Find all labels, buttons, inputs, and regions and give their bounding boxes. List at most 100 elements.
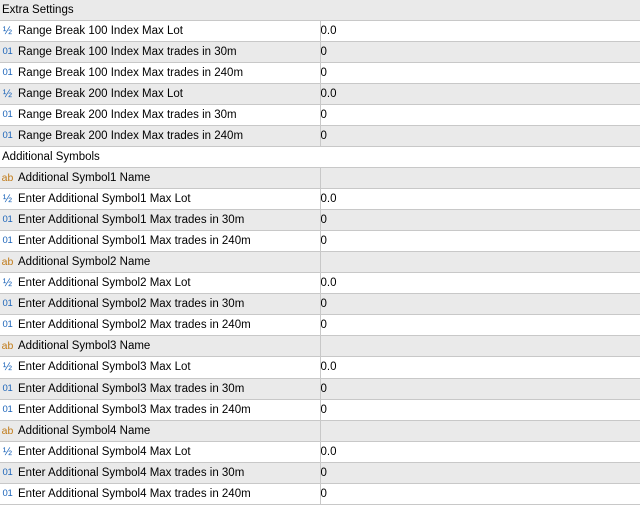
half-fraction-icon: ½ (2, 25, 13, 37)
setting-value-cell[interactable]: 0.0 (320, 356, 640, 379)
setting-value-cell[interactable] (320, 167, 640, 190)
setting-value-cell[interactable] (320, 335, 640, 358)
setting-row[interactable]: 01 Enter Additional Symbol1 Max trades in… (0, 209, 640, 232)
setting-name-cell: ½ Enter Additional Symbol1 Max Lot (0, 188, 321, 211)
section-header-row: Additional Symbols (0, 146, 640, 169)
setting-name-cell: 01 Enter Additional Symbol1 Max trades in… (0, 230, 321, 253)
setting-value[interactable]: 0 (320, 298, 327, 311)
setting-row[interactable]: 01 Range Break 100 Index Max trades in 24… (0, 62, 640, 85)
setting-row[interactable]: ab Additional Symbol4 Name (0, 420, 640, 442)
setting-row[interactable]: ½ Range Break 200 Index Max Lot 0.0 (0, 83, 640, 106)
setting-row[interactable]: 01 Range Break 200 Index Max trades in 24… (0, 125, 640, 148)
setting-value-cell[interactable] (320, 251, 640, 274)
setting-name-cell: 01 Range Break 100 Index Max trades in 30… (0, 41, 321, 64)
setting-label: Range Break 100 Index Max trades in 30m (18, 46, 237, 59)
zero-one-integer-icon: 01 (2, 67, 13, 79)
zero-one-integer-icon: 01 (2, 466, 13, 478)
setting-value-cell[interactable]: 0 (320, 378, 640, 400)
section-header-cell: Extra Settings (0, 0, 640, 21)
zero-one-integer-icon: 01 (2, 109, 13, 121)
setting-row[interactable]: 01 Enter Additional Symbol3 Max trades in… (0, 378, 640, 400)
setting-value-cell[interactable]: 0 (320, 62, 640, 85)
setting-value[interactable]: 0.0 (320, 445, 337, 458)
setting-label: Enter Additional Symbol3 Max trades in 2… (18, 403, 251, 416)
setting-value[interactable]: 0 (320, 130, 327, 143)
setting-label: Range Break 200 Index Max trades in 240m (18, 130, 244, 143)
setting-row[interactable]: ab Additional Symbol2 Name (0, 251, 640, 274)
setting-name-cell: ab Additional Symbol2 Name (0, 251, 321, 274)
setting-label: Range Break 100 Index Max Lot (18, 25, 183, 37)
setting-row[interactable]: 01 Enter Additional Symbol2 Max trades in… (0, 293, 640, 316)
setting-name-cell: 01 Enter Additional Symbol1 Max trades in… (0, 209, 321, 232)
setting-value-cell[interactable]: 0.0 (320, 20, 640, 43)
setting-row[interactable]: 01 Range Break 100 Index Max trades in 30… (0, 41, 640, 64)
setting-value[interactable]: 0 (320, 109, 327, 122)
setting-value-cell[interactable]: 0.0 (320, 272, 640, 295)
setting-value-cell[interactable] (320, 420, 640, 442)
setting-row[interactable]: ½ Enter Additional Symbol1 Max Lot 0.0 (0, 188, 640, 211)
setting-value-cell[interactable]: 0 (320, 104, 640, 127)
setting-row[interactable]: 01 Range Break 200 Index Max trades in 30… (0, 104, 640, 127)
setting-value-cell[interactable]: 0.0 (320, 188, 640, 211)
setting-label: Enter Additional Symbol2 Max trades in 3… (18, 298, 245, 311)
setting-value[interactable]: 0.0 (320, 361, 337, 374)
setting-value-cell[interactable]: 0 (320, 209, 640, 232)
zero-one-integer-icon: 01 (2, 382, 13, 394)
setting-label: Enter Additional Symbol4 Max trades in 2… (18, 487, 251, 500)
setting-value[interactable]: 0 (320, 382, 327, 395)
ab-string-icon: ab (1, 172, 14, 185)
setting-value-cell[interactable]: 0.0 (320, 83, 640, 106)
section-header-label: Additional Symbols (2, 151, 100, 164)
setting-row[interactable]: 01 Enter Additional Symbol2 Max trades in… (0, 314, 640, 337)
setting-row[interactable]: ab Additional Symbol1 Name (0, 167, 640, 190)
setting-label: Enter Additional Symbol3 Max Lot (18, 361, 191, 374)
setting-value[interactable]: 0 (320, 403, 327, 416)
setting-value[interactable]: 0.0 (320, 277, 337, 290)
half-fraction-icon: ½ (2, 193, 13, 206)
setting-value-cell[interactable]: 0 (320, 399, 640, 421)
setting-row[interactable]: 01 Enter Additional Symbol1 Max trades in… (0, 230, 640, 253)
setting-name-cell: ½ Enter Additional Symbol3 Max Lot (0, 356, 321, 379)
setting-value[interactable]: 0 (320, 466, 327, 479)
setting-row[interactable]: ½ Range Break 100 Index Max Lot 0.0 (0, 20, 640, 43)
setting-value[interactable]: 0 (320, 46, 327, 59)
setting-row[interactable]: 01 Enter Additional Symbol3 Max trades in… (0, 399, 640, 421)
setting-row[interactable]: ½ Enter Additional Symbol4 Max Lot 0.0 (0, 441, 640, 463)
setting-value[interactable]: 0 (320, 319, 327, 332)
setting-label: Enter Additional Symbol3 Max trades in 3… (18, 382, 245, 395)
setting-value[interactable]: 0 (320, 67, 327, 80)
setting-value-cell[interactable]: 0 (320, 314, 640, 337)
setting-value-cell[interactable]: 0 (320, 462, 640, 484)
setting-name-cell: 01 Enter Additional Symbol3 Max trades in… (0, 399, 321, 421)
setting-value[interactable]: 0 (320, 235, 327, 248)
setting-name-cell: ab Additional Symbol3 Name (0, 335, 321, 358)
half-fraction-icon: ½ (2, 361, 13, 374)
setting-value-cell[interactable]: 0.0 (320, 441, 640, 463)
zero-one-integer-icon: 01 (2, 214, 13, 226)
zero-one-integer-icon: 01 (2, 487, 13, 499)
setting-row[interactable]: 01 Enter Additional Symbol4 Max trades in… (0, 462, 640, 484)
setting-value-cell[interactable]: 0 (320, 293, 640, 316)
setting-value[interactable]: 0.0 (320, 88, 337, 101)
setting-value-cell[interactable]: 0 (320, 483, 640, 505)
setting-value-cell[interactable]: 0 (320, 41, 640, 64)
setting-value[interactable]: 0 (320, 214, 327, 227)
setting-value[interactable]: 0.0 (320, 25, 337, 38)
half-fraction-icon: ½ (2, 277, 13, 290)
setting-row[interactable]: 01 Enter Additional Symbol4 Max trades in… (0, 483, 640, 505)
section-header-row: Extra Settings (0, 0, 640, 21)
setting-row[interactable]: ½ Enter Additional Symbol3 Max Lot 0.0 (0, 356, 640, 379)
setting-value-cell[interactable]: 0 (320, 125, 640, 148)
setting-row[interactable]: ab Additional Symbol3 Name (0, 335, 640, 358)
setting-name-cell: ½ Enter Additional Symbol2 Max Lot (0, 272, 321, 295)
zero-one-integer-icon: 01 (2, 235, 13, 247)
setting-value-cell[interactable]: 0 (320, 230, 640, 253)
setting-row[interactable]: ½ Enter Additional Symbol2 Max Lot 0.0 (0, 272, 640, 295)
setting-value[interactable]: 0 (320, 487, 327, 500)
section-header-cell: Additional Symbols (0, 146, 640, 169)
setting-name-cell: ½ Enter Additional Symbol4 Max Lot (0, 441, 321, 463)
zero-one-integer-icon: 01 (2, 298, 13, 310)
setting-value[interactable]: 0.0 (320, 193, 337, 206)
setting-label: Additional Symbol1 Name (18, 172, 151, 185)
